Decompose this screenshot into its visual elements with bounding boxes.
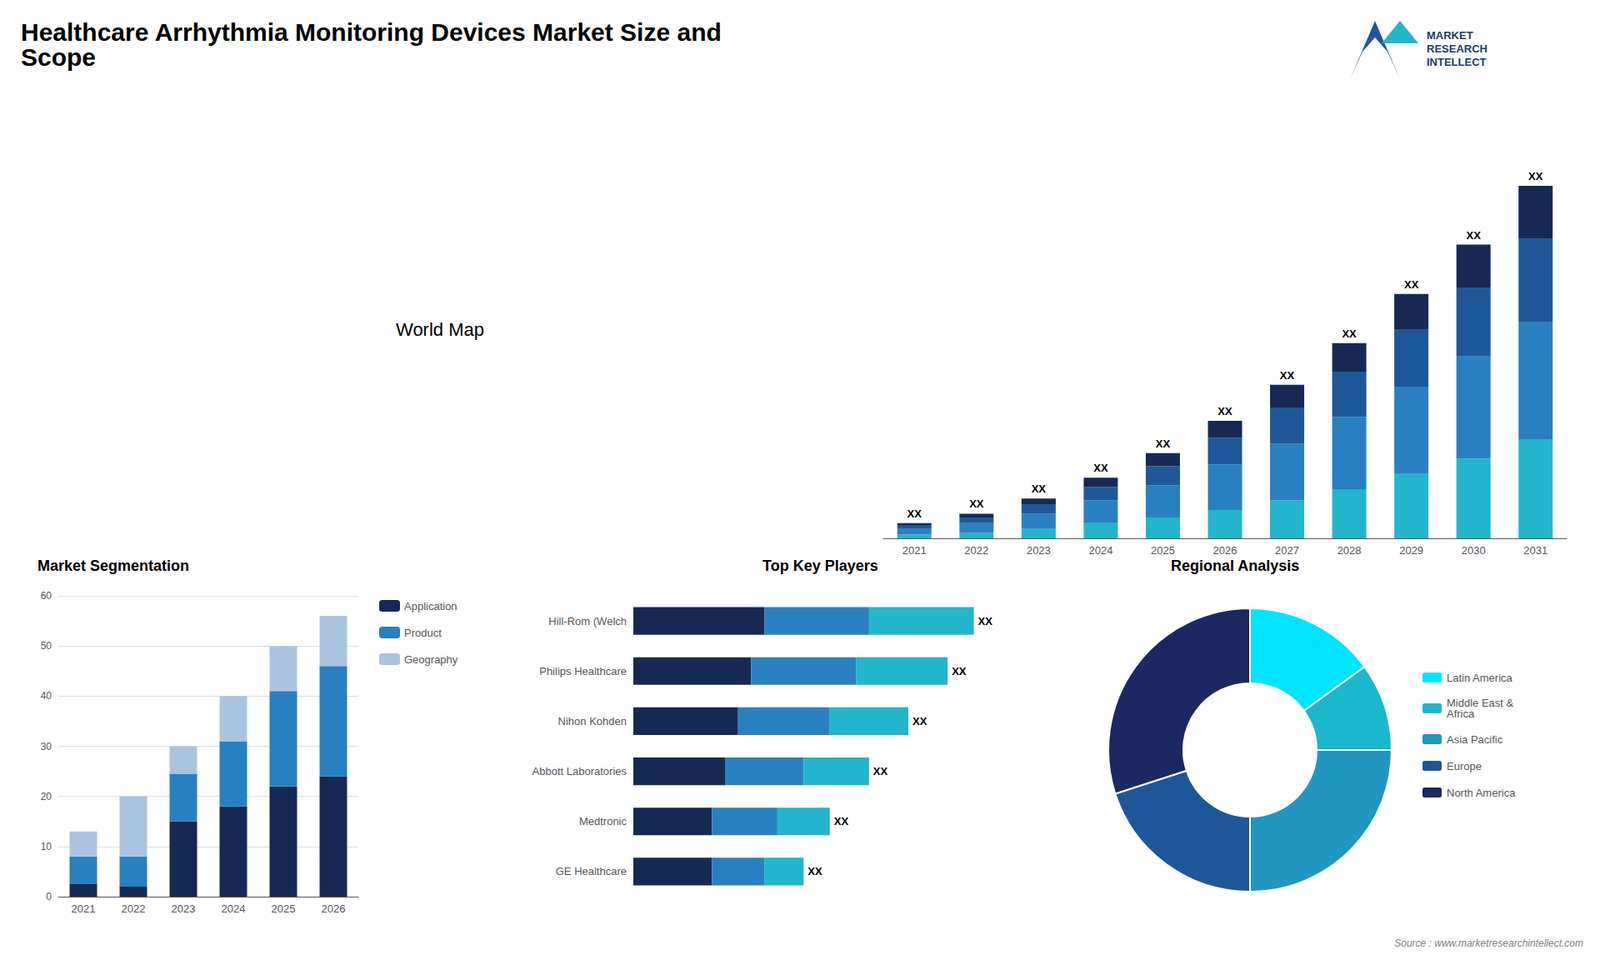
svg-text:0: 0 xyxy=(45,890,52,903)
svg-text:2027: 2027 xyxy=(1275,544,1300,557)
svg-text:MARKET: MARKET xyxy=(1426,29,1474,42)
svg-text:XX: XX xyxy=(1155,437,1171,450)
svg-text:Nihon Kohden: Nihon Kohden xyxy=(558,715,627,728)
svg-text:2025: 2025 xyxy=(1150,544,1175,557)
svg-text:2022: 2022 xyxy=(964,544,989,557)
svg-text:2023: 2023 xyxy=(1026,544,1051,557)
svg-text:Europe: Europe xyxy=(1446,760,1482,773)
svg-text:XX: XX xyxy=(1404,278,1420,291)
svg-text:XX: XX xyxy=(912,715,928,728)
svg-text:XX: XX xyxy=(1093,461,1109,475)
svg-text:2022: 2022 xyxy=(121,902,146,915)
svg-text:INTELLECT: INTELLECT xyxy=(1426,55,1487,69)
svg-text:50: 50 xyxy=(40,640,53,652)
svg-text:Healthcare Arrhythmia Monitori: Healthcare Arrhythmia Monitoring Devices… xyxy=(20,18,722,46)
svg-text:XX: XX xyxy=(1528,170,1544,183)
svg-text:XX: XX xyxy=(834,815,850,828)
svg-text:2024: 2024 xyxy=(1088,544,1113,557)
svg-text:Top Key Players: Top Key Players xyxy=(762,557,879,575)
svg-text:GE Healthcare: GE Healthcare xyxy=(555,865,627,878)
svg-text:XX: XX xyxy=(1280,369,1295,382)
svg-text:Asia Pacific: Asia Pacific xyxy=(1446,733,1504,746)
svg-text:Philips Healthcare: Philips Healthcare xyxy=(539,665,627,678)
svg-text:2029: 2029 xyxy=(1399,544,1424,557)
svg-text:XX: XX xyxy=(978,615,994,628)
svg-text:XX: XX xyxy=(1466,229,1482,242)
svg-text:XX: XX xyxy=(873,765,889,778)
svg-text:2023: 2023 xyxy=(171,902,196,915)
svg-text:Application: Application xyxy=(404,600,458,613)
svg-text:Regional Analysis: Regional Analysis xyxy=(1170,557,1300,575)
svg-text:North America: North America xyxy=(1446,786,1516,800)
svg-text:2024: 2024 xyxy=(221,902,246,915)
svg-text:XX: XX xyxy=(1341,327,1357,340)
svg-text:XX: XX xyxy=(1031,482,1047,495)
svg-text:2031: 2031 xyxy=(1523,544,1548,557)
svg-text:Africa: Africa xyxy=(1446,707,1475,720)
svg-text:Hill-Rom (Welch: Hill-Rom (Welch xyxy=(548,615,627,628)
svg-text:XX: XX xyxy=(907,507,923,520)
svg-text:XX: XX xyxy=(807,865,823,878)
svg-text:10: 10 xyxy=(40,840,53,853)
svg-text:2021: 2021 xyxy=(902,544,927,557)
svg-text:Middle East &: Middle East & xyxy=(1446,696,1514,710)
svg-text:2021: 2021 xyxy=(71,902,96,915)
svg-text:XX: XX xyxy=(1217,405,1233,418)
svg-text:2025: 2025 xyxy=(271,902,296,915)
svg-text:Scope: Scope xyxy=(20,43,96,71)
svg-text:Medtronic: Medtronic xyxy=(579,815,628,828)
svg-text:Source : www.marketresearchint: Source : www.marketresearchintellect.com xyxy=(1394,937,1584,950)
svg-text:Market Segmentation: Market Segmentation xyxy=(37,557,190,575)
svg-text:Abbott Laboratories: Abbott Laboratories xyxy=(532,765,628,778)
svg-text:30: 30 xyxy=(40,740,53,753)
svg-text:XX: XX xyxy=(969,497,985,510)
svg-text:40: 40 xyxy=(40,690,53,702)
svg-text:XX: XX xyxy=(951,665,967,678)
svg-text:RESEARCH: RESEARCH xyxy=(1426,42,1488,55)
svg-text:2026: 2026 xyxy=(321,902,346,915)
svg-text:20: 20 xyxy=(40,790,53,803)
svg-text:60: 60 xyxy=(40,590,53,602)
svg-text:2026: 2026 xyxy=(1213,544,1238,557)
svg-text:Latin America: Latin America xyxy=(1446,671,1514,685)
svg-text:2030: 2030 xyxy=(1461,544,1486,557)
svg-text:2028: 2028 xyxy=(1337,544,1362,557)
svg-text:World Map: World Map xyxy=(395,319,485,340)
svg-text:Product: Product xyxy=(404,626,442,640)
svg-text:Geography: Geography xyxy=(404,653,459,666)
